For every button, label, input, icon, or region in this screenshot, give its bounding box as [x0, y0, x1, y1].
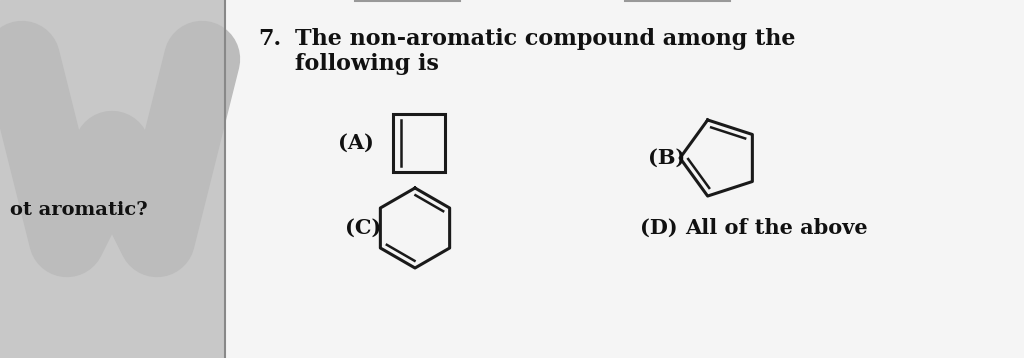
Text: All of the above: All of the above — [685, 218, 867, 238]
Bar — [0, 0, 225, 358]
Text: 7.: 7. — [258, 28, 282, 50]
Text: following is: following is — [295, 53, 439, 75]
Text: (A): (A) — [338, 133, 374, 153]
Text: (D): (D) — [640, 218, 678, 238]
Text: (B): (B) — [648, 148, 685, 168]
Text: ot aromatic?: ot aromatic? — [10, 201, 147, 219]
Text: (C): (C) — [345, 218, 381, 238]
Bar — [393, 114, 445, 172]
Bar — [225, 0, 1024, 358]
Text: The non-aromatic compound among the: The non-aromatic compound among the — [295, 28, 796, 50]
